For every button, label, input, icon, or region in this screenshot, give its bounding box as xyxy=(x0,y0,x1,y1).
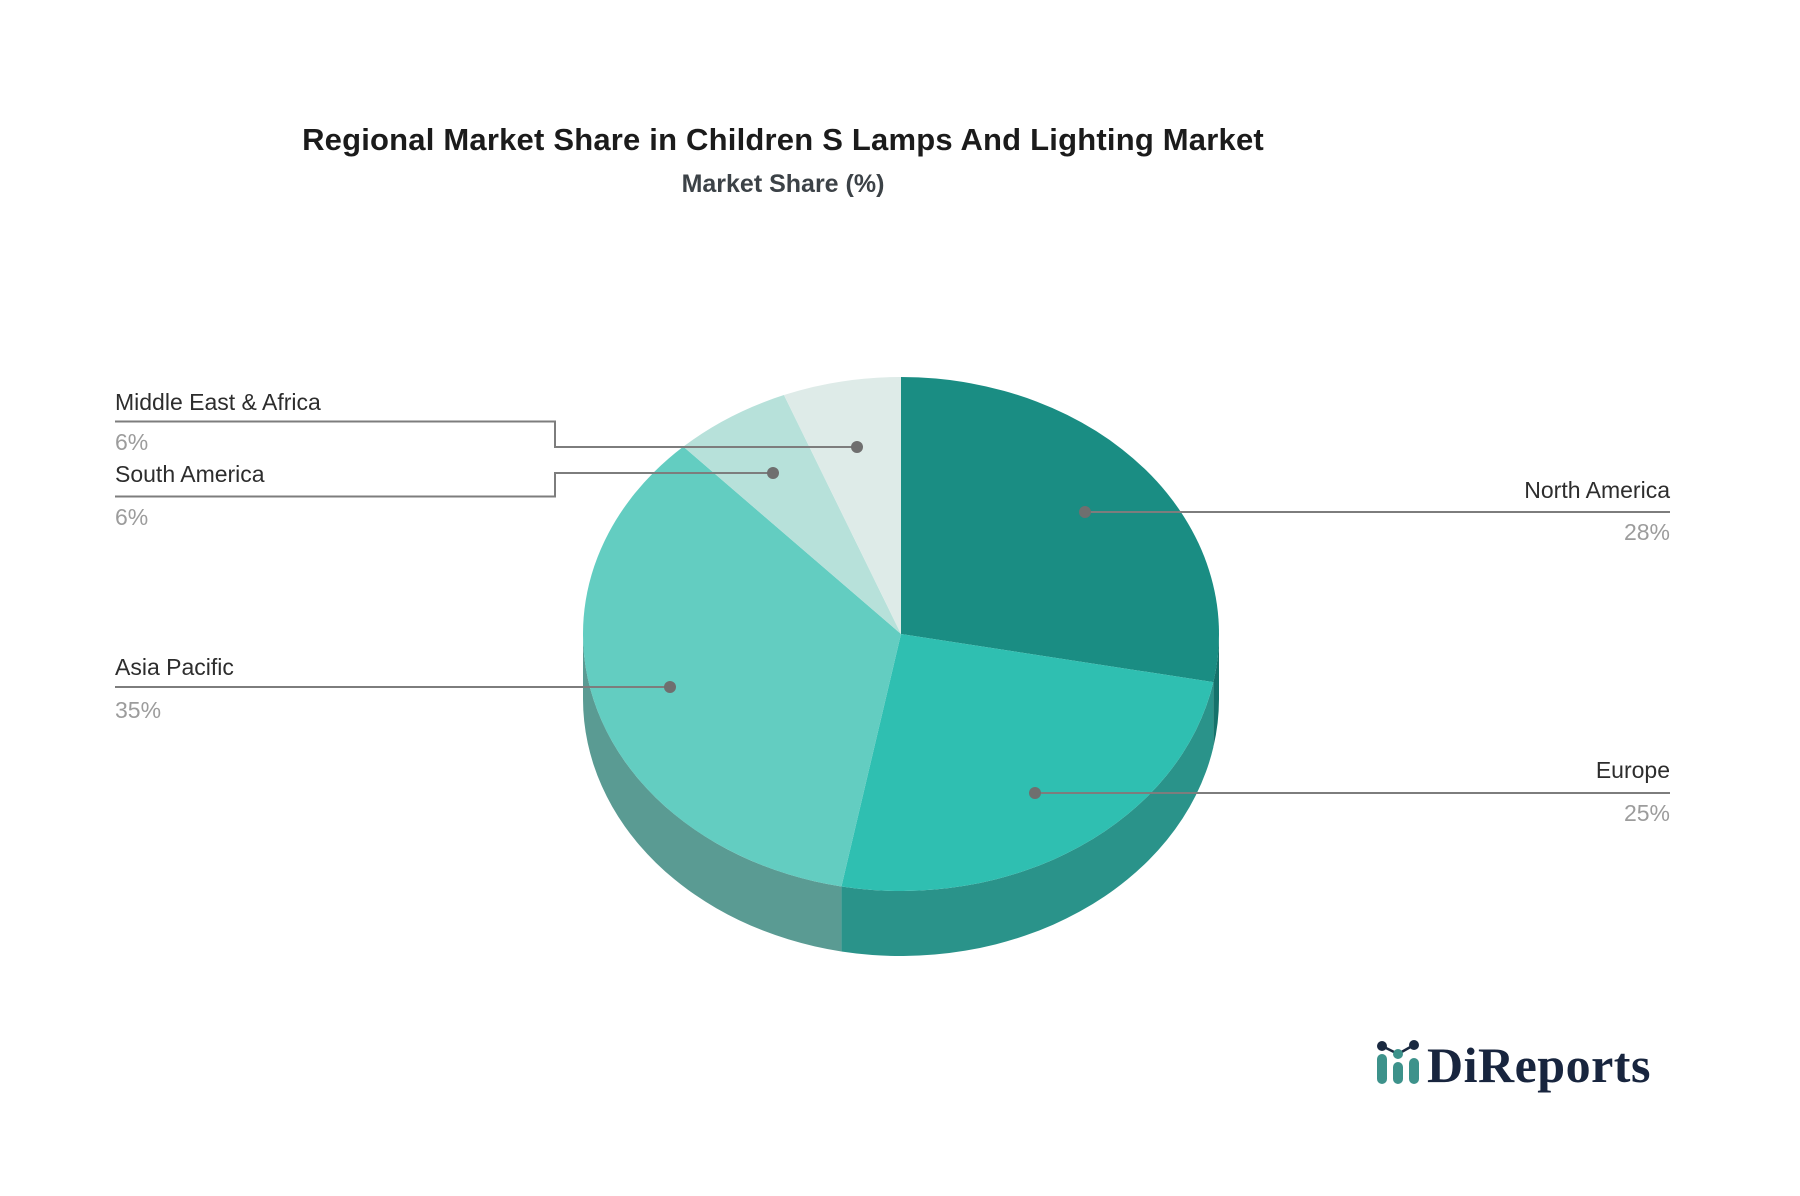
leader-line-south-america xyxy=(115,472,773,498)
label-north-america: North America xyxy=(1524,477,1670,503)
pie-slice-side-asia-pacific xyxy=(583,634,842,952)
pie-slice-europe[interactable] xyxy=(841,634,1214,891)
leader-line-middle-east-africa xyxy=(115,420,857,448)
direports-logo-icon xyxy=(1377,1040,1419,1084)
chart-subtitle: Market Share (%) xyxy=(681,170,885,198)
pie-slice-side-europe xyxy=(841,682,1214,956)
pct-north-america: 28% xyxy=(1623,519,1670,545)
chart-title: Regional Market Share in Children S Lamp… xyxy=(302,122,1264,157)
pct-asia-pacific: 35% xyxy=(115,697,162,723)
leader-dot-asia-pacific xyxy=(664,681,676,693)
label-europe: Europe xyxy=(1595,757,1670,783)
pie-slice-asia-pacific[interactable] xyxy=(582,446,901,887)
pct-middle-east-africa: 6% xyxy=(115,429,149,455)
pie-slice-side-north-america xyxy=(1213,634,1219,748)
leader-dot-europe xyxy=(1029,787,1041,799)
direports-logo: DiReports xyxy=(1375,1038,1651,1093)
leader-dot-north-america xyxy=(1079,506,1091,518)
pct-south-america: 6% xyxy=(115,504,149,530)
pie-slice-middle-east-africa[interactable] xyxy=(783,377,901,634)
direports-logo-text: DiReports xyxy=(1427,1037,1651,1093)
pie-slice-north-america[interactable] xyxy=(901,377,1219,683)
label-asia-pacific: Asia Pacific xyxy=(115,654,234,680)
pct-europe: 25% xyxy=(1623,800,1670,826)
leader-dot-south-america xyxy=(767,467,779,479)
pie-slice-south-america[interactable] xyxy=(683,395,901,634)
leader-dot-middle-east-africa xyxy=(851,441,863,453)
label-south-america: South America xyxy=(115,461,265,487)
label-middle-east-africa: Middle East & Africa xyxy=(115,389,321,415)
